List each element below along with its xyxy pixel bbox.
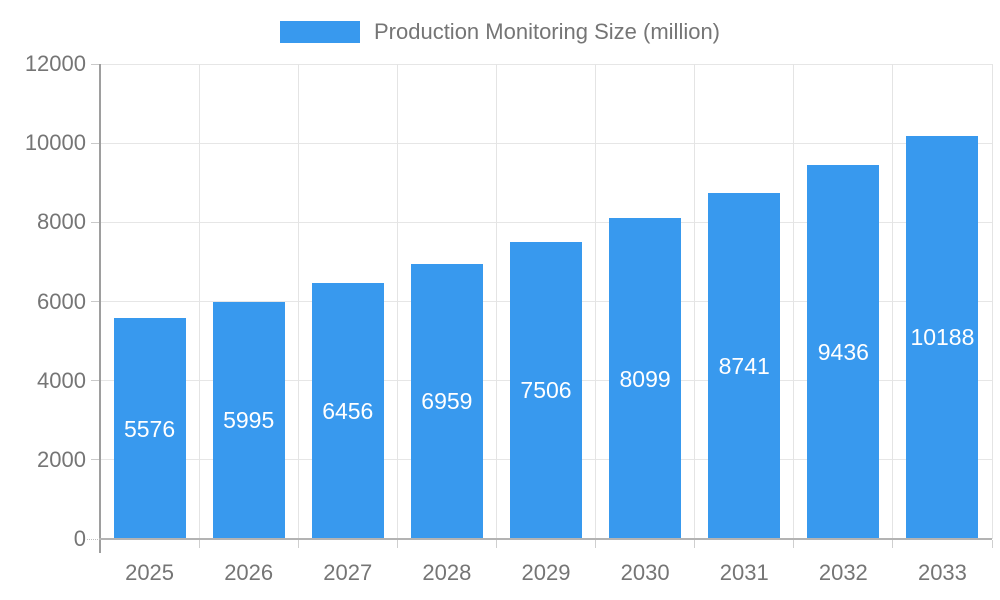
grid-line-vertical: [595, 64, 597, 539]
y-tick-label: 0: [73, 526, 86, 551]
grid-line-vertical: [991, 64, 993, 539]
x-axis-tick: [793, 540, 795, 548]
x-axis-tick: [396, 540, 398, 548]
grid-line-vertical: [694, 64, 696, 539]
x-axis-tick: [694, 540, 696, 548]
grid-line-horizontal: [100, 142, 992, 144]
y-axis-tick: [91, 63, 100, 65]
grid-line-vertical: [793, 64, 795, 539]
y-axis-tick: [91, 380, 100, 382]
bar-value-label: 8099: [619, 365, 671, 392]
y-axis-tick-zero: [87, 538, 100, 540]
x-axis-tick: [198, 540, 200, 548]
bar-value-label: 6959: [421, 388, 473, 415]
grid-line-vertical: [297, 64, 299, 539]
y-axis-line: [99, 64, 101, 553]
bar: [212, 301, 285, 538]
x-tick-label: 2027: [323, 560, 373, 585]
x-tick-label: 2032: [818, 560, 868, 585]
x-axis-tick: [991, 540, 993, 548]
y-tick-label: 6000: [37, 288, 86, 314]
legend-swatch: [279, 21, 360, 43]
x-tick-label: 2033: [917, 560, 967, 585]
grid-line-horizontal: [100, 221, 992, 223]
x-axis-tick: [297, 540, 299, 548]
y-tick-label: 8000: [37, 209, 86, 235]
x-tick-label: 2029: [521, 560, 571, 585]
x-axis-line: [99, 538, 992, 540]
y-tick-label: 10000: [24, 130, 86, 156]
bar: [609, 218, 682, 538]
bar: [708, 193, 781, 538]
x-tick-label: 2031: [719, 560, 769, 585]
grid-line-vertical: [892, 64, 894, 539]
bar: [510, 241, 582, 538]
y-tick-label: 2000: [37, 446, 86, 472]
bar-value-label: 5576: [123, 415, 176, 442]
legend-label: Production Monitoring Size (million): [373, 19, 721, 44]
x-axis-tick: [495, 540, 497, 548]
x-tick-label: 2026: [224, 560, 274, 585]
y-tick-label: 4000: [37, 367, 86, 393]
bar-value-label: 9436: [817, 339, 869, 366]
bar: [410, 263, 483, 538]
bar-value-label: 6456: [322, 398, 374, 425]
x-tick-label: 2028: [422, 560, 472, 585]
x-tick-label: 2025: [125, 560, 175, 585]
y-axis-tick: [91, 142, 100, 144]
x-axis-tick: [892, 540, 894, 548]
grid-line-horizontal: [100, 63, 992, 65]
grid-line-vertical: [495, 64, 497, 539]
x-axis-tick: [595, 540, 597, 548]
grid-line-vertical: [198, 64, 200, 539]
y-axis-tick: [91, 301, 100, 302]
bar: [807, 165, 880, 538]
y-axis-tick: [91, 221, 100, 223]
y-axis-tick: [91, 459, 100, 461]
bar: [113, 318, 186, 538]
bar: [311, 283, 384, 538]
legend[interactable]: Production Monitoring Size (million): [0, 19, 1000, 45]
bar-value-label: 8741: [718, 353, 770, 379]
x-tick-label: 2030: [620, 560, 670, 585]
bar: [906, 135, 979, 538]
grid-line-vertical: [396, 64, 398, 539]
bar-value-label: 10188: [910, 324, 975, 351]
bar-value-label: 5995: [223, 407, 275, 434]
bar-value-label: 7506: [520, 377, 572, 404]
y-tick-label: 12000: [24, 51, 86, 76]
